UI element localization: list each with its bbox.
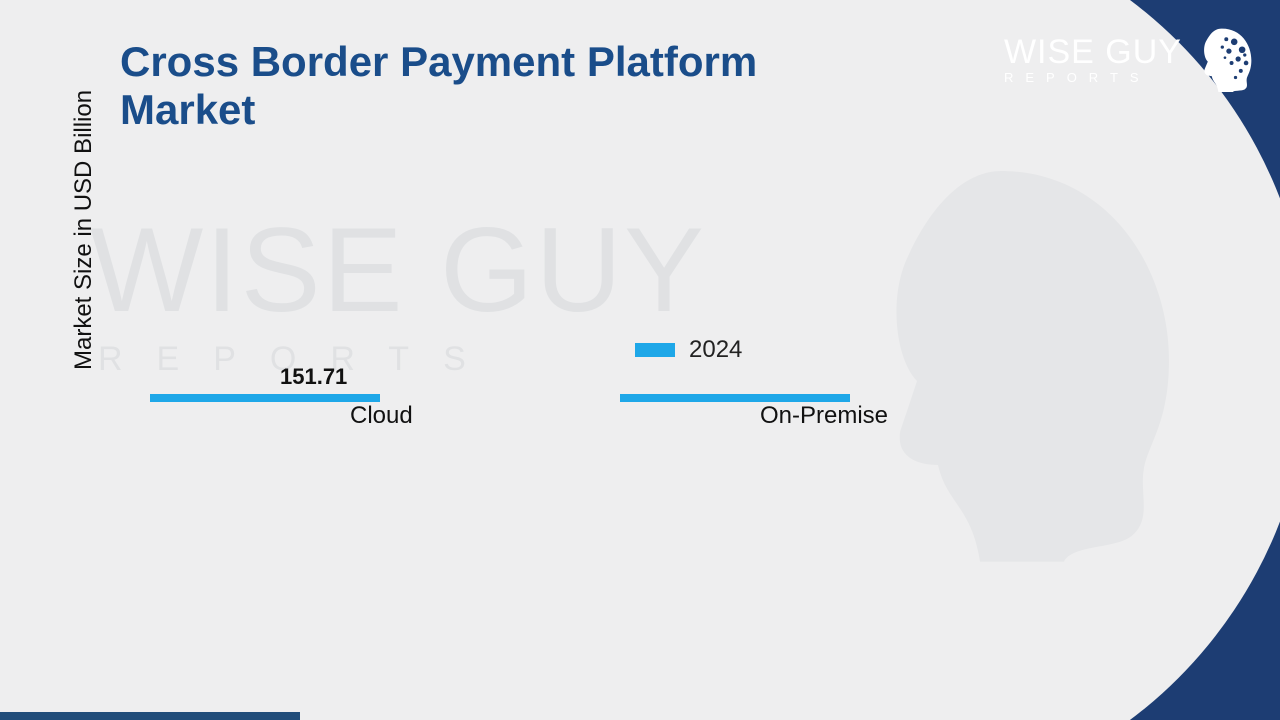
- bar-cloud: [150, 394, 380, 402]
- bar-onpremise: [620, 394, 850, 402]
- legend-swatch: [635, 343, 675, 357]
- plot-area: 2024 151.71 Cloud On-Premise: [130, 180, 1030, 580]
- legend: 2024: [635, 336, 742, 364]
- bar-value-cloud: 151.71: [280, 364, 347, 390]
- bar-label-onpremise: On-Premise: [760, 402, 888, 430]
- chart-canvas: WISE GUY REPORTS Cross Border Payment Pl…: [0, 0, 1280, 720]
- bar-group-cloud: 151.71 Cloud: [150, 366, 510, 426]
- y-axis-label: Market Size in USD Billion: [70, 90, 98, 370]
- bar-group-onpremise: On-Premise: [620, 366, 980, 426]
- legend-label: 2024: [689, 336, 742, 364]
- bar-label-cloud: Cloud: [350, 402, 413, 430]
- brand-logo: WISE GUY REPORTS: [1004, 26, 1254, 92]
- brand-head-icon: [1188, 26, 1254, 92]
- bottom-strip: [0, 712, 300, 720]
- brand-text: WISE GUY REPORTS: [1004, 33, 1182, 85]
- brand-line2: REPORTS: [1004, 70, 1182, 85]
- chart-title: Cross Border Payment Platform Market: [120, 38, 820, 135]
- brand-line1: WISE GUY: [1004, 33, 1182, 72]
